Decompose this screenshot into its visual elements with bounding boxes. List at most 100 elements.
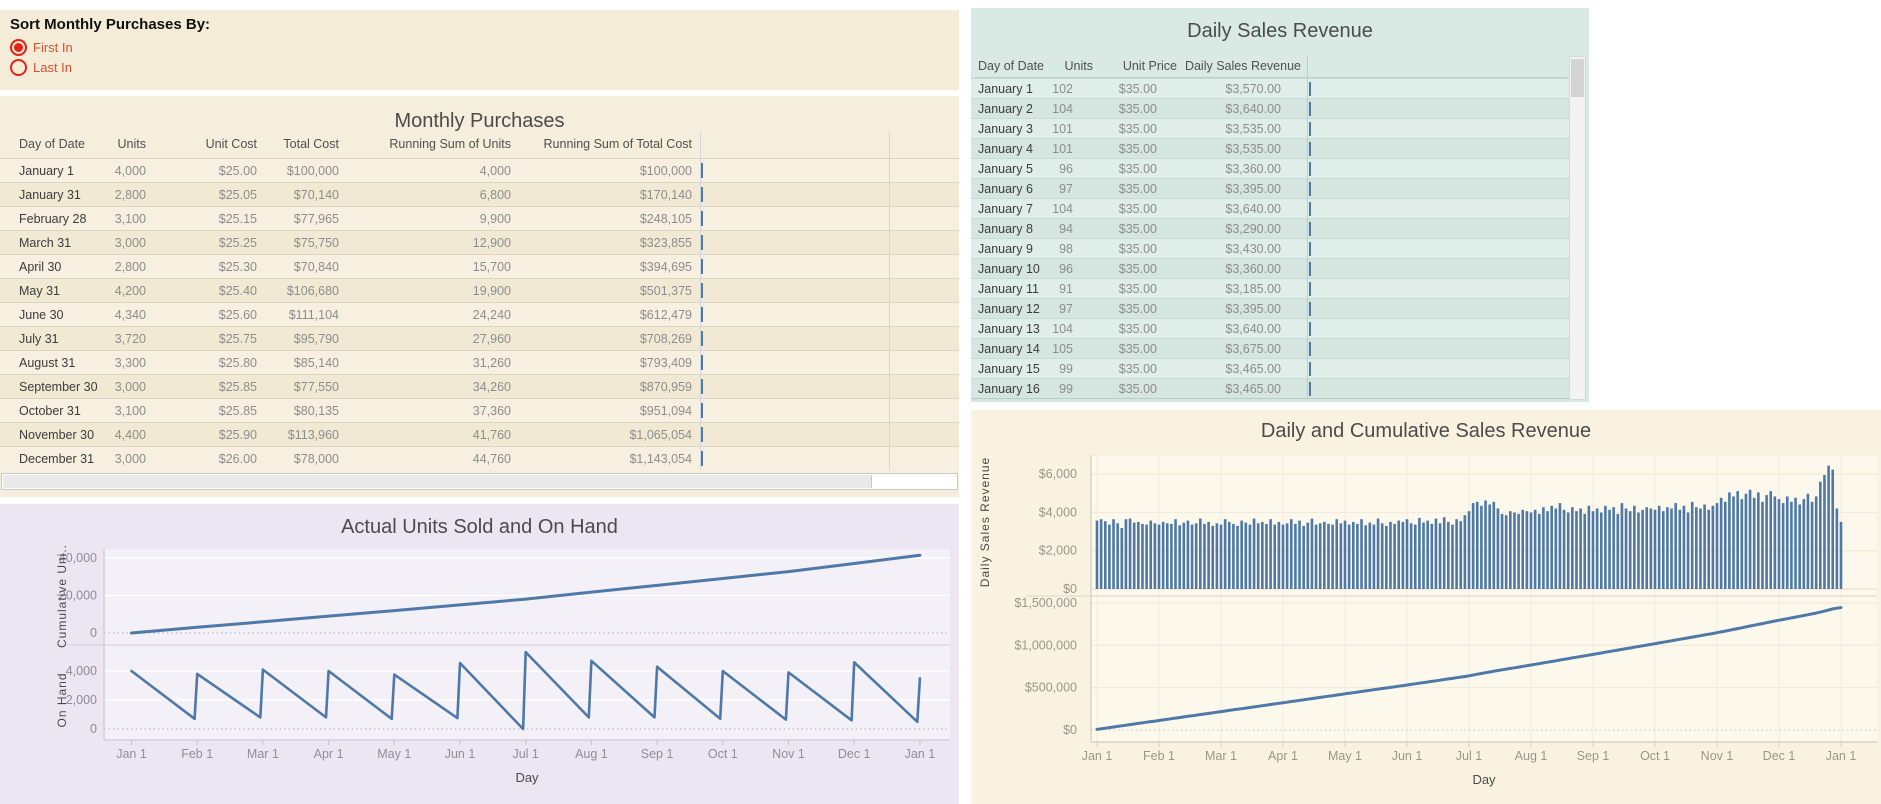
revenue-bar[interactable] xyxy=(1335,519,1339,589)
revenue-bar[interactable] xyxy=(1207,521,1210,589)
radio-first-in[interactable]: First In xyxy=(10,39,73,56)
column-header-3[interactable]: Daily Sales Revenue xyxy=(1184,59,1301,73)
table-row[interactable]: January 13 104 $35.00 $3,640.00 xyxy=(971,318,1569,339)
revenue-bar[interactable] xyxy=(1620,503,1624,589)
revenue-bar[interactable] xyxy=(1343,520,1347,589)
revenue-bar[interactable] xyxy=(1839,521,1843,589)
revenue-bar[interactable] xyxy=(1703,504,1706,590)
revenue-bar[interactable] xyxy=(1558,503,1562,589)
revenue-bar[interactable] xyxy=(1719,497,1723,589)
revenue-bar[interactable] xyxy=(1835,508,1839,590)
cumulative-revenue-line[interactable] xyxy=(1095,606,1843,731)
revenue-bar[interactable] xyxy=(1174,519,1177,589)
revenue-bar[interactable] xyxy=(1294,523,1297,589)
revenue-bar[interactable] xyxy=(1323,521,1326,589)
table-row[interactable]: January 8 94 $35.00 $3,290.00 xyxy=(971,218,1569,239)
revenue-bar[interactable] xyxy=(1215,523,1219,589)
revenue-bar[interactable] xyxy=(1157,524,1161,589)
table-row[interactable]: January 3 101 $35.00 $3,535.00 xyxy=(971,118,1569,139)
table-row[interactable]: May 31 4,200 $25.40 $106,680 19,900 $501,375 xyxy=(0,278,959,303)
revenue-bar[interactable] xyxy=(1153,523,1157,589)
revenue-bar[interactable] xyxy=(1467,511,1471,589)
table-row[interactable]: January 1 4,000 $25.00 $100,000 4,000 $100,00… xyxy=(0,158,959,183)
revenue-bar[interactable] xyxy=(1599,512,1603,590)
revenue-bar[interactable] xyxy=(1405,519,1409,589)
revenue-bar[interactable] xyxy=(1161,521,1165,589)
table-row[interactable]: August 31 3,300 $25.80 $85,140 31,260 $793,40… xyxy=(0,350,959,375)
revenue-bar[interactable] xyxy=(1475,501,1479,589)
revenue-bar[interactable] xyxy=(1732,496,1735,589)
revenue-bar[interactable] xyxy=(1678,509,1682,589)
revenue-bar[interactable] xyxy=(1790,501,1793,589)
table-row[interactable]: June 30 4,340 $25.60 $111,104 24,240 $612,479 xyxy=(0,302,959,327)
column-header-2[interactable]: Unit Cost xyxy=(205,137,257,151)
revenue-bar[interactable] xyxy=(1194,523,1198,589)
revenue-bar[interactable] xyxy=(1103,521,1107,589)
revenue-bar[interactable] xyxy=(1397,520,1401,589)
revenue-bar[interactable] xyxy=(1314,524,1318,589)
revenue-bar[interactable] xyxy=(1794,497,1797,589)
horizontal-scrollbar[interactable] xyxy=(1,473,958,490)
revenue-bar[interactable] xyxy=(1682,505,1686,589)
revenue-bar[interactable] xyxy=(1302,525,1305,589)
revenue-bar[interactable] xyxy=(1488,504,1491,590)
revenue-bar[interactable] xyxy=(1777,499,1781,589)
column-header-0[interactable]: Day of Date xyxy=(19,137,86,151)
revenue-bar[interactable] xyxy=(1554,508,1558,590)
revenue-bar[interactable] xyxy=(1393,523,1396,589)
revenue-bar[interactable] xyxy=(1112,519,1115,589)
revenue-bar[interactable] xyxy=(1310,518,1314,589)
revenue-bar[interactable] xyxy=(1562,509,1566,589)
revenue-bar[interactable] xyxy=(1542,507,1545,589)
on-hand-line[interactable] xyxy=(130,650,922,731)
revenue-bar[interactable] xyxy=(1521,509,1525,589)
revenue-bar[interactable] xyxy=(1571,507,1574,589)
revenue-bar[interactable] xyxy=(1653,509,1657,589)
revenue-bar[interactable] xyxy=(1624,508,1628,590)
revenue-bar[interactable] xyxy=(1500,513,1504,589)
revenue-bar[interactable] xyxy=(1533,509,1537,589)
revenue-bar[interactable] xyxy=(1356,523,1359,589)
revenue-bar[interactable] xyxy=(1455,519,1458,589)
revenue-bar[interactable] xyxy=(1575,511,1578,589)
column-header-0[interactable]: Day of Date xyxy=(978,59,1045,73)
revenue-bar[interactable] xyxy=(1612,507,1615,589)
revenue-bar[interactable] xyxy=(1595,508,1599,590)
revenue-bar[interactable] xyxy=(1707,509,1711,589)
revenue-bar[interactable] xyxy=(1480,505,1483,589)
revenue-bar[interactable] xyxy=(1426,520,1429,589)
revenue-bar[interactable] xyxy=(1715,503,1719,589)
scrollbar-thumb[interactable] xyxy=(3,475,872,488)
revenue-bar[interactable] xyxy=(1517,513,1520,589)
revenue-bar[interactable] xyxy=(1372,524,1376,589)
revenue-bar[interactable] xyxy=(1265,523,1268,589)
revenue-bar[interactable] xyxy=(1699,508,1702,590)
revenue-bar[interactable] xyxy=(1298,520,1301,589)
revenue-bar[interactable] xyxy=(1137,521,1140,589)
revenue-bar[interactable] xyxy=(1740,499,1744,589)
revenue-bar[interactable] xyxy=(1637,512,1640,590)
revenue-bar[interactable] xyxy=(1525,511,1529,589)
table-row[interactable]: January 2 104 $35.00 $3,640.00 xyxy=(971,98,1569,119)
revenue-bar[interactable] xyxy=(1641,509,1644,589)
revenue-bar[interactable] xyxy=(1219,524,1223,589)
revenue-bar[interactable] xyxy=(1509,511,1512,589)
revenue-bar[interactable] xyxy=(1211,525,1215,589)
revenue-bar[interactable] xyxy=(1149,520,1153,589)
column-header-1[interactable]: Units xyxy=(1064,59,1093,73)
table-row[interactable]: January 5 96 $35.00 $3,360.00 xyxy=(971,158,1569,179)
revenue-bar[interactable] xyxy=(1248,524,1252,589)
revenue-bar[interactable] xyxy=(1269,519,1272,589)
revenue-bar[interactable] xyxy=(1674,503,1677,589)
revenue-bar[interactable] xyxy=(1661,511,1665,589)
revenue-bar[interactable] xyxy=(1227,521,1231,589)
vertical-scrollbar[interactable] xyxy=(1569,56,1586,400)
table-row[interactable]: February 28 3,100 $25.15 $77,965 9,900 $248,1… xyxy=(0,206,959,231)
revenue-bar[interactable] xyxy=(1781,503,1785,589)
revenue-bar[interactable] xyxy=(1132,522,1136,589)
revenue-bar[interactable] xyxy=(1657,505,1661,589)
table-row[interactable]: January 31 2,800 $25.05 $70,140 6,800 $170,14… xyxy=(0,182,959,207)
table-row[interactable]: January 16 99 $35.00 $3,465.00 xyxy=(971,378,1569,399)
revenue-bar[interactable] xyxy=(1819,481,1822,589)
radio-last-in[interactable]: Last In xyxy=(10,59,72,76)
